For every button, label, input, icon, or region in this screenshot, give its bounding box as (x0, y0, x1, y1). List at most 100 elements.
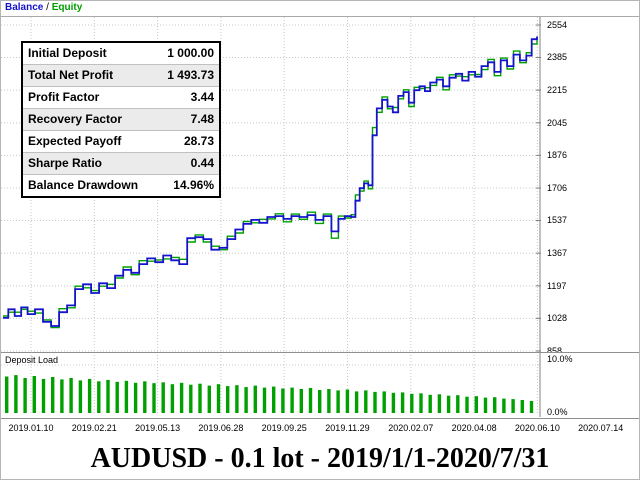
deposit-bar (400, 392, 405, 413)
deposit-load-panel: Deposit Load 10.0% 0.0% (1, 352, 639, 419)
deposit-bar (235, 385, 239, 413)
y-axis-label: 1706 (547, 183, 568, 193)
deposit-bar (115, 381, 119, 413)
deposit-bar (189, 384, 193, 413)
deposit-bar (391, 392, 396, 413)
deposit-bar (262, 387, 267, 413)
stat-label: Total Net Profit (28, 68, 114, 82)
y-axis-label: 2554 (547, 20, 568, 30)
deposit-bar (428, 394, 432, 413)
x-axis-label: 2019.01.10 (8, 423, 54, 433)
deposit-bar (69, 378, 73, 413)
x-axis-label: 2019.06.28 (198, 423, 244, 433)
time-axis: 2019.01.10 2019.02.21 2019.05.13 2019.06.28… (1, 420, 639, 435)
deposit-bar (382, 391, 386, 413)
deposit-bar (483, 397, 488, 413)
y-axis-label: 1028 (547, 313, 568, 324)
y-axis-label: 2045 (547, 117, 568, 128)
legend-separator: / (43, 2, 52, 13)
deposit-bar (437, 394, 442, 413)
deposit-bar (124, 380, 129, 413)
stat-label: Recovery Factor (28, 112, 123, 126)
deposit-bar (198, 383, 202, 413)
deposit-bar (529, 401, 534, 413)
deposit-bar (14, 375, 18, 413)
deposit-bar (170, 384, 175, 413)
x-axis-label: 2019.09.25 (261, 423, 307, 433)
deposit-bar (41, 378, 46, 413)
deposit-bar (133, 382, 138, 413)
stat-value: 28.73 (183, 134, 214, 148)
deposit-axis-max-label: 10.0% (547, 354, 573, 364)
x-axis-label: 2019.02.21 (71, 423, 117, 433)
deposit-bar (354, 391, 359, 413)
x-axis-label: 2020.02.07 (388, 423, 434, 433)
deposit-bar (23, 378, 27, 413)
deposit-bar (465, 396, 469, 413)
x-axis-label: 2020.04.08 (451, 423, 497, 433)
y-axis-label: 2215 (547, 85, 568, 96)
y-axis-label: 1197 (547, 280, 567, 291)
deposit-bar (152, 383, 156, 413)
stat-label: Initial Deposit (28, 46, 107, 60)
deposit-bar (308, 388, 313, 413)
deposit-bar (179, 382, 184, 413)
balance-line (3, 36, 538, 327)
deposit-bar (327, 389, 331, 413)
chart-legend: Balance / Equity (1, 1, 639, 16)
stat-value: 3.44 (190, 90, 214, 104)
deposit-bar (253, 385, 257, 413)
deposit-bar (373, 391, 377, 413)
deposit-bar (143, 381, 147, 413)
deposit-load-label: Deposit Load (5, 355, 59, 365)
deposit-axis-min-label: 0.0% (547, 407, 568, 417)
deposit-bar (207, 385, 211, 413)
stats-row: Balance Drawdown 14.96% (23, 175, 219, 196)
deposit-bar (336, 390, 340, 413)
stat-value: 0.44 (190, 156, 214, 170)
y-axis-label: 1876 (547, 150, 568, 161)
deposit-bar (272, 386, 276, 413)
y-axis-label: 1537 (547, 215, 568, 226)
balance-equity-chart: 2554 2385 2215 2045 1876 1706 1537 1367 1197 1028… (1, 16, 639, 356)
deposit-bar (51, 377, 55, 413)
deposit-bar (281, 388, 285, 413)
equity-line (3, 36, 538, 329)
deposit-bar (502, 398, 506, 413)
deposit-load-plot (1, 353, 541, 417)
deposit-bar (97, 381, 101, 413)
stats-table: Initial Deposit 1 000.00 Total Net Profit 1… (21, 41, 221, 198)
deposit-bar (456, 395, 460, 413)
deposit-bar (106, 379, 110, 413)
stat-label: Balance Drawdown (28, 178, 139, 192)
x-axis-label: 2019.05.13 (135, 423, 181, 433)
stat-value: 14.96% (173, 178, 214, 192)
deposit-bar (87, 378, 92, 413)
stats-row: Total Net Profit 1 493.73 (23, 65, 219, 87)
deposit-bar (410, 393, 414, 413)
deposit-bar (474, 396, 478, 413)
deposit-bar (299, 389, 303, 413)
stats-row: Sharpe Ratio 0.44 (23, 153, 219, 175)
legend-balance-label: Balance (5, 2, 44, 13)
report-title: AUDUSD - 0.1 lot - 2019/1/1-2020/7/31 (1, 436, 639, 479)
x-axis-label: 2020.06.10 (514, 423, 560, 433)
x-axis-label: 2020.07.14 (578, 423, 624, 433)
deposit-bar (78, 380, 83, 413)
deposit-bar (493, 397, 497, 413)
y-axis-label: 1367 (547, 248, 568, 259)
stat-value: 1 493.73 (167, 68, 214, 82)
deposit-bar (216, 384, 221, 413)
deposit-bar (419, 393, 423, 413)
deposit-bar (345, 389, 350, 413)
deposit-bar (244, 387, 248, 413)
deposit-bar (364, 390, 368, 413)
stats-row: Initial Deposit 1 000.00 (23, 43, 219, 65)
deposit-bar (161, 382, 165, 413)
deposit-bar (511, 399, 515, 413)
deposit-bar (32, 376, 36, 413)
deposit-bar (446, 395, 451, 413)
stat-label: Sharpe Ratio (28, 156, 103, 170)
stats-row: Profit Factor 3.44 (23, 87, 219, 109)
